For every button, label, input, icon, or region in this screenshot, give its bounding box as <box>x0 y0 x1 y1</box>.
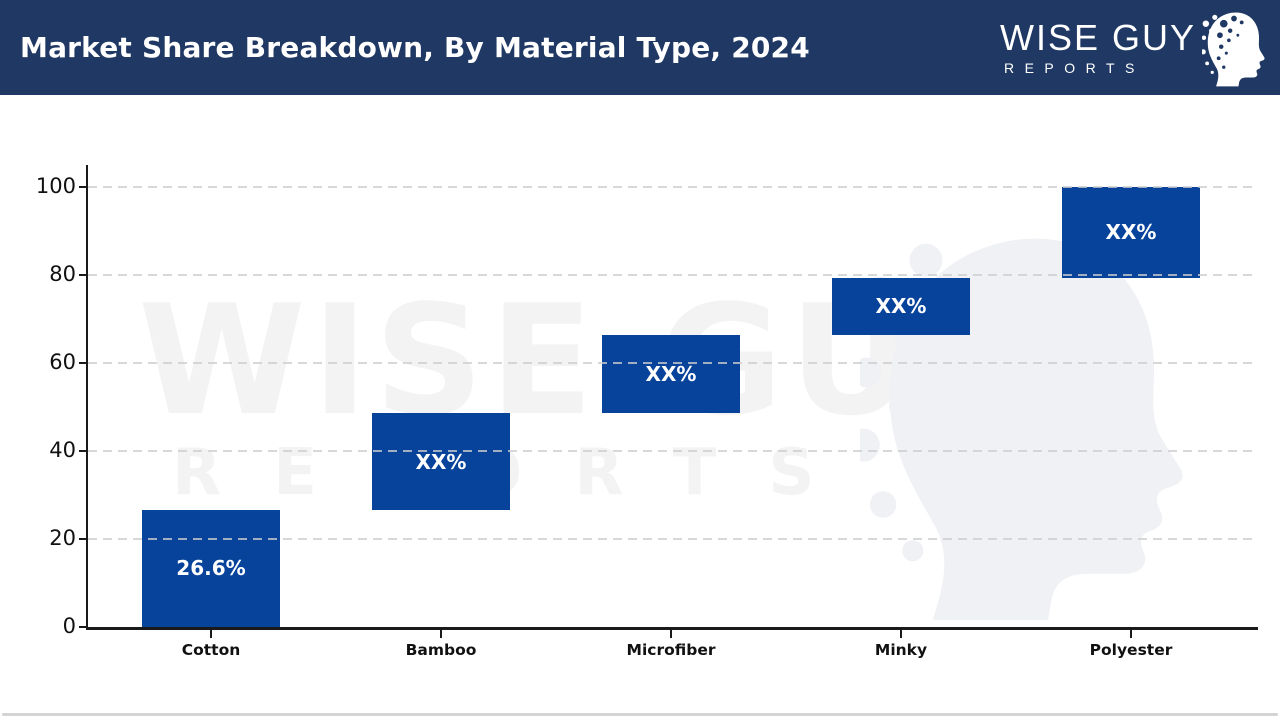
y-tick-label: 0 <box>62 614 76 638</box>
bar-bamboo: XX% <box>372 413 510 510</box>
bar-value-label: 26.6% <box>176 556 246 581</box>
y-tick-mark <box>79 538 87 540</box>
x-axis-line <box>86 627 1258 630</box>
y-tick-label: 60 <box>49 350 76 374</box>
gridline-20 <box>88 538 1256 540</box>
gridline-100 <box>88 186 1256 188</box>
x-tick-label-minky: Minky <box>874 641 928 659</box>
y-tick-mark <box>79 362 87 364</box>
y-tick-mark <box>79 274 87 276</box>
logo-wordmark: WISE GUY <box>999 17 1196 58</box>
x-tick-mark <box>1130 630 1132 638</box>
gridline-80 <box>88 274 1256 276</box>
x-tick-mark <box>210 630 212 638</box>
x-tick-mark <box>440 630 442 638</box>
wise-guy-logo: WISE GUY REPORTS <box>1000 8 1266 88</box>
bar-polyester: XX% <box>1062 187 1200 278</box>
x-tick-label-bamboo: Bamboo <box>405 641 477 659</box>
x-tick-mark <box>670 630 672 638</box>
y-tick-label: 20 <box>49 526 76 550</box>
y-tick-mark <box>79 450 87 452</box>
x-tick-label-microfiber: Microfiber <box>626 641 716 659</box>
page-title: Market Share Breakdown, By Material Type… <box>20 31 810 64</box>
bar-cotton: 26.6% <box>142 509 280 627</box>
bar-microfiber: XX% <box>602 334 740 414</box>
y-tick-label: 80 <box>49 262 76 286</box>
x-tick-label-cotton: Cotton <box>181 641 241 659</box>
logo-text: WISE GUY REPORTS <box>999 17 1196 76</box>
x-tick-label-polyester: Polyester <box>1089 641 1173 659</box>
x-tick-mark <box>900 630 902 638</box>
bar-value-label: XX% <box>415 449 467 474</box>
bottom-border <box>2 713 1278 716</box>
bar-value-label: XX% <box>875 294 927 319</box>
bar-minky: XX% <box>832 277 970 335</box>
y-tick-mark <box>79 626 87 628</box>
y-tick-label: 100 <box>35 174 76 198</box>
y-axis-line <box>86 165 88 629</box>
logo-head-icon <box>1202 11 1265 86</box>
y-tick-label: 40 <box>49 438 76 462</box>
bar-value-label: XX% <box>645 361 697 386</box>
bar-value-label: XX% <box>1105 220 1157 245</box>
gridline-60 <box>88 362 1256 364</box>
y-tick-mark <box>79 186 87 188</box>
header-bar: Market Share Breakdown, By Material Type… <box>0 0 1280 95</box>
logo-subtext: REPORTS <box>1003 60 1145 76</box>
gridline-40 <box>88 450 1256 452</box>
